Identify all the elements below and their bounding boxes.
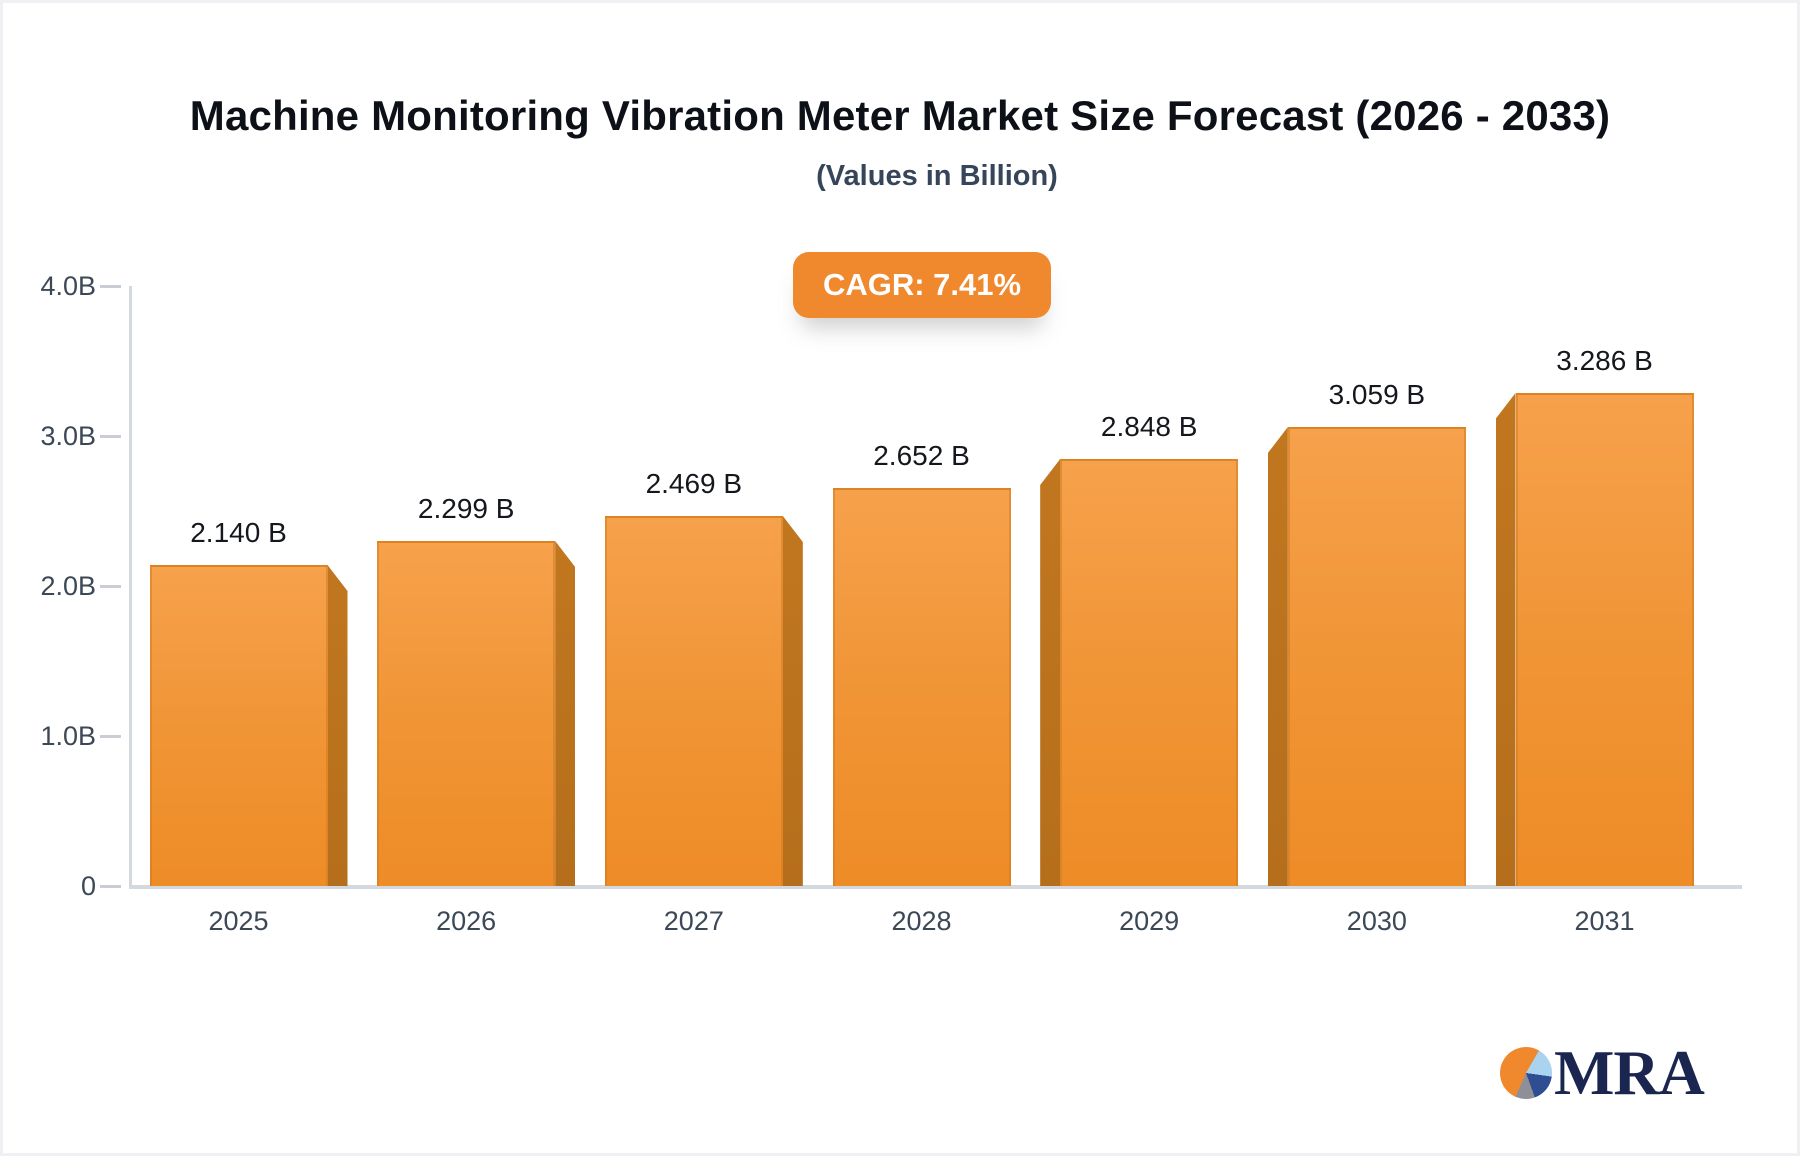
y-tick-1.0B	[100, 735, 121, 738]
bar-value-2031: 3.286 B	[1556, 345, 1653, 376]
bar-front-2030	[1287, 427, 1466, 886]
bar-value-2027: 2.469 B	[645, 468, 743, 499]
bar-2026: 2.299 B	[377, 493, 576, 886]
brand-logo: MRA	[1500, 1036, 1705, 1110]
y-tick-label-4.0B: 4.0B	[40, 271, 96, 301]
plot-area: 0 1.0B 2.0B 3.0B 4.0B 2.140 B 2025 2.299 B 2026 2…	[40, 271, 1742, 936]
bar-2029: 2.848 B	[1040, 411, 1239, 886]
bar-side-2030	[1267, 427, 1288, 886]
bar-side-2026	[555, 541, 576, 886]
x-label-2031: 2031	[1574, 906, 1635, 936]
bar-front-2027	[604, 516, 783, 886]
bar-side-2027	[782, 516, 803, 886]
x-label-2028: 2028	[891, 906, 952, 936]
y-tick-label-1.0B: 1.0B	[40, 721, 96, 751]
chart-subtitle: (Values in Billion)	[816, 160, 1058, 192]
y-tick-0	[100, 885, 121, 888]
y-tick-label-3.0B: 3.0B	[40, 421, 96, 451]
bar-side-2025	[327, 565, 348, 886]
bar-value-2029: 2.848 B	[1100, 411, 1198, 442]
bar-side-2029	[1040, 459, 1061, 886]
bar-side-2031	[1495, 393, 1516, 886]
bar-front-2026	[377, 541, 556, 886]
bar-value-2025: 2.140 B	[190, 517, 287, 548]
bar-front-2029	[1060, 459, 1239, 886]
x-label-2027: 2027	[663, 906, 724, 936]
cagr-badge-label: CAGR: 7.41%	[822, 267, 1022, 302]
bar-2028: 2.652 B	[832, 440, 1011, 886]
bar-value-2030: 3.059 B	[1328, 379, 1426, 410]
bar-value-2026: 2.299 B	[417, 493, 515, 524]
y-tick-4.0B	[100, 285, 121, 288]
bar-front-2025	[149, 565, 328, 886]
bar-2025: 2.140 B	[149, 517, 348, 886]
x-label-2029: 2029	[1119, 906, 1180, 936]
x-label-2026: 2026	[436, 906, 497, 936]
bar-2027: 2.469 B	[604, 468, 803, 886]
bar-front-2031	[1515, 393, 1694, 886]
y-axis-line	[129, 286, 132, 888]
bar-front-2028	[832, 488, 1011, 886]
bar-2030: 3.059 B	[1267, 379, 1466, 886]
y-tick-2.0B	[100, 585, 121, 588]
x-label-2025: 2025	[208, 906, 269, 936]
x-label-2030: 2030	[1346, 906, 1407, 936]
y-tick-label-0: 0	[80, 871, 96, 901]
bar-2031: 3.286 B	[1495, 345, 1694, 886]
pie-chart-icon	[1500, 1047, 1552, 1099]
chart-title: Machine Monitoring Vibration Meter Marke…	[189, 92, 1611, 139]
logo-text: MRA	[1554, 1037, 1705, 1108]
x-axis-baseline	[129, 885, 1742, 889]
y-tick-3.0B	[100, 435, 121, 438]
y-tick-label-2.0B: 2.0B	[40, 571, 96, 601]
bar-value-2028: 2.652 B	[873, 440, 970, 471]
cagr-badge: CAGR: 7.41%	[793, 252, 1051, 318]
